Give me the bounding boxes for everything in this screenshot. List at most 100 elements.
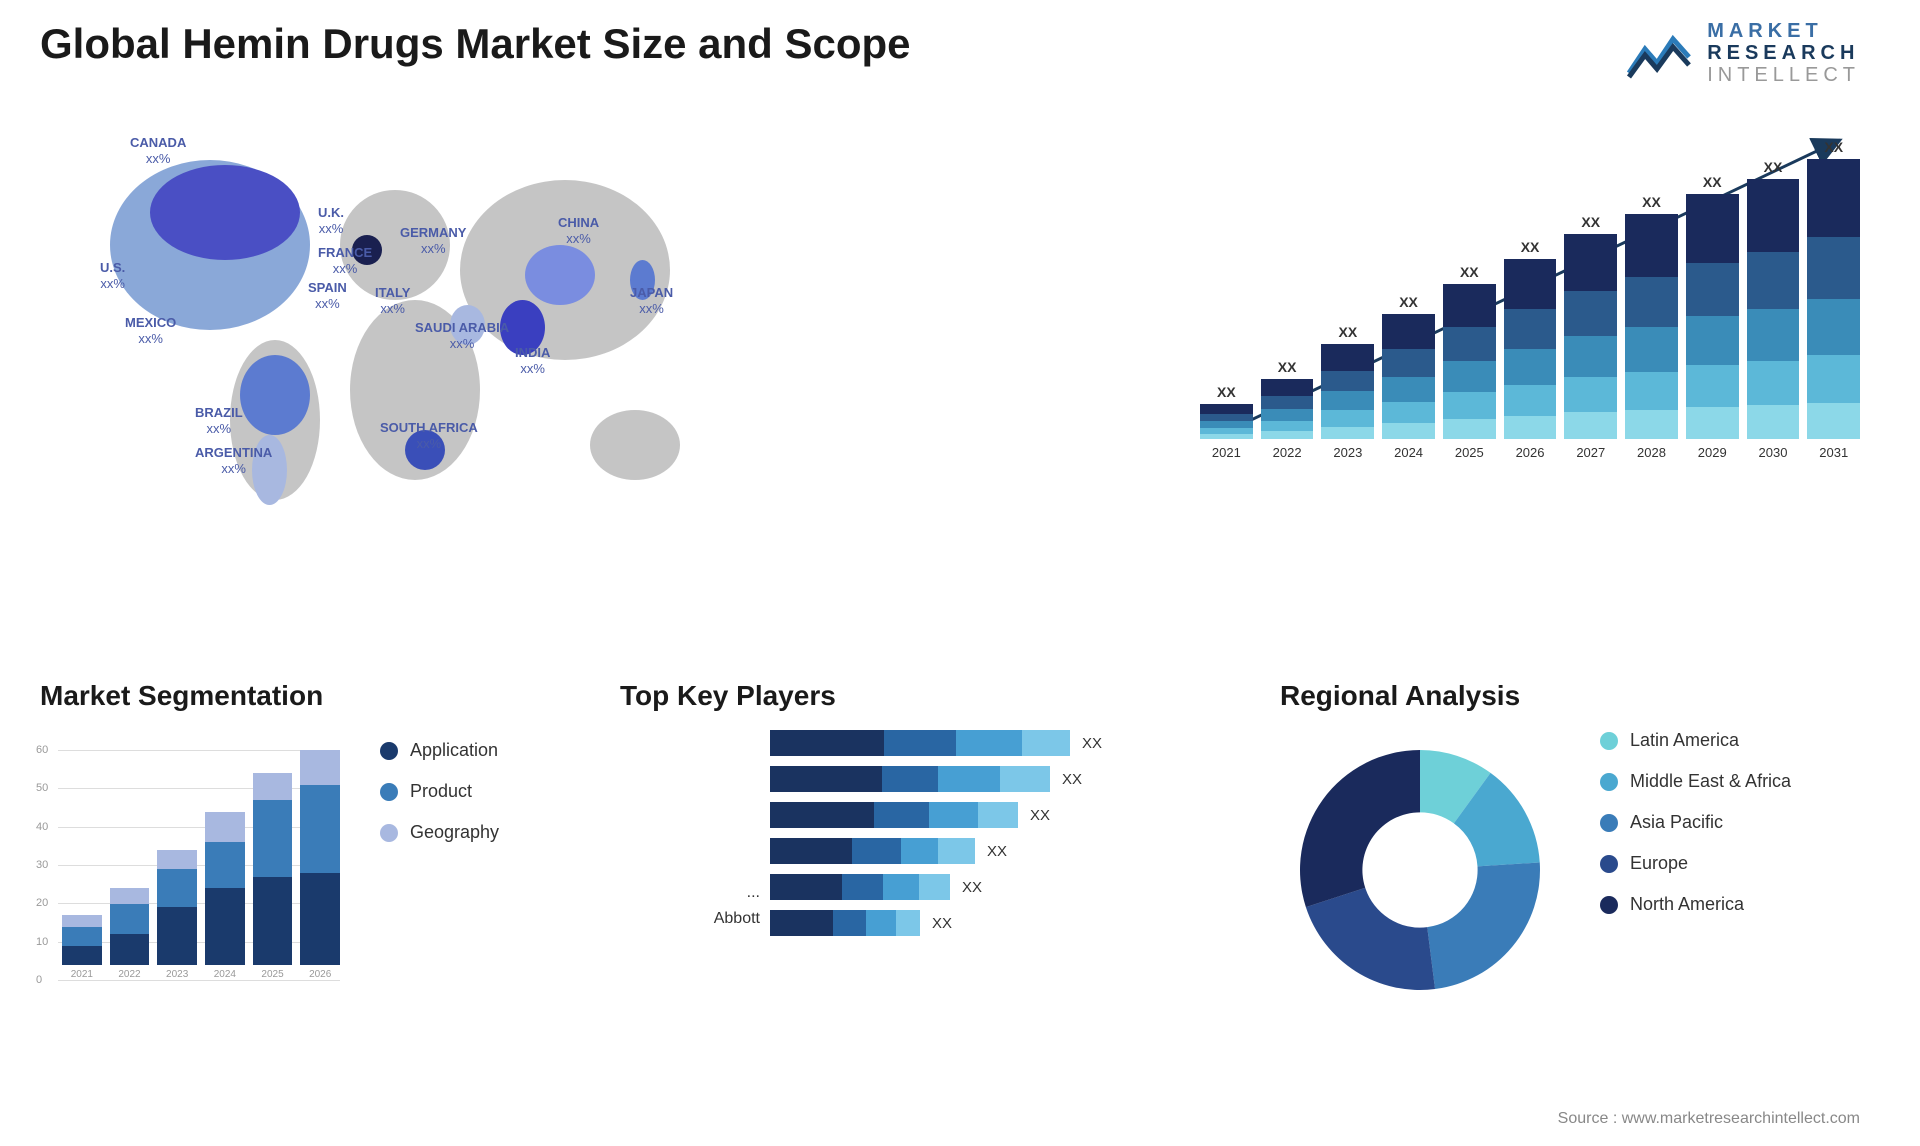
map-label: CHINAxx% bbox=[558, 215, 599, 246]
seg-bar: 2023 bbox=[157, 850, 197, 980]
growth-bar-value: XX bbox=[1642, 194, 1661, 210]
keyplayer-bar-segment bbox=[1000, 766, 1050, 792]
seg-bar: 2022 bbox=[110, 888, 150, 980]
seg-bar-segment bbox=[253, 877, 293, 965]
keyplayer-bar-segment bbox=[956, 730, 1022, 756]
growth-bar-segment bbox=[1807, 403, 1860, 439]
seg-bar-year: 2026 bbox=[309, 969, 331, 980]
seg-bar-segment bbox=[205, 812, 245, 843]
map-label: INDIAxx% bbox=[515, 345, 550, 376]
map-label: U.K.xx% bbox=[318, 205, 344, 236]
growth-bar-segment bbox=[1443, 327, 1496, 361]
growth-bar-segment bbox=[1807, 299, 1860, 355]
keyplayer-value: XX bbox=[932, 915, 952, 932]
growth-bar-segment bbox=[1625, 214, 1678, 277]
growth-bar: XX2023 bbox=[1321, 324, 1374, 460]
segmentation-legend: ApplicationProductGeography bbox=[380, 740, 499, 863]
seg-bar-stack bbox=[62, 915, 102, 965]
keyplayer-value: XX bbox=[1030, 807, 1050, 824]
seg-bar: 2025 bbox=[253, 773, 293, 980]
growth-bar-segment bbox=[1382, 349, 1435, 377]
growth-bar-segment bbox=[1382, 314, 1435, 349]
growth-bar-segment bbox=[1686, 194, 1739, 263]
growth-bar-stack bbox=[1261, 379, 1314, 439]
seg-ytick: 0 bbox=[36, 974, 42, 986]
logo-line2: RESEARCH bbox=[1707, 42, 1860, 64]
legend-label: Geography bbox=[410, 822, 499, 843]
keyplayer-bar-segment bbox=[770, 802, 874, 828]
legend-label: Middle East & Africa bbox=[1630, 771, 1791, 792]
seg-bar: 2024 bbox=[205, 812, 245, 980]
keyplayer-row: XX bbox=[770, 802, 1130, 828]
growth-bar: XX 2022 bbox=[1261, 359, 1314, 460]
keyplayer-bar-segment bbox=[929, 802, 979, 828]
seg-bar-stack bbox=[300, 750, 340, 965]
growth-bar-segment bbox=[1443, 419, 1496, 439]
keyplayer-bar bbox=[770, 766, 1050, 792]
legend-dot bbox=[1600, 814, 1618, 832]
growth-bar: XX 2028 bbox=[1625, 194, 1678, 460]
page-title: Global Hemin Drugs Market Size and Scope bbox=[40, 20, 911, 68]
growth-bar-value: XX bbox=[1278, 359, 1297, 375]
keyplayer-name: ... bbox=[620, 880, 760, 906]
seg-ytick: 20 bbox=[36, 897, 48, 909]
seg-bar-segment bbox=[205, 888, 245, 965]
growth-bar-segment bbox=[1504, 259, 1557, 309]
seg-bar-segment bbox=[205, 842, 245, 888]
growth-bar-year: 2028 bbox=[1637, 445, 1666, 460]
map-label: ARGENTINAxx% bbox=[195, 445, 272, 476]
growth-bar-year: 2022 bbox=[1273, 445, 1302, 460]
keyplayer-bar bbox=[770, 838, 975, 864]
growth-bar: XX2030 bbox=[1747, 159, 1800, 460]
keyplayer-bar-segment bbox=[938, 766, 1000, 792]
keyplayer-value: XX bbox=[1082, 735, 1102, 752]
growth-bar-segment bbox=[1686, 407, 1739, 439]
legend-dot bbox=[380, 783, 398, 801]
keyplayer-name: Abbott bbox=[620, 906, 760, 932]
seg-bar: 2021 bbox=[62, 915, 102, 980]
legend-item: Latin America bbox=[1600, 730, 1791, 751]
keyplayer-bar-segment bbox=[770, 730, 884, 756]
growth-bar-segment bbox=[1747, 405, 1800, 439]
map-label: U.S.xx% bbox=[100, 260, 125, 291]
keyplayer-bar-segment bbox=[770, 910, 833, 936]
legend-dot bbox=[1600, 732, 1618, 750]
seg-bar-year: 2022 bbox=[118, 969, 140, 980]
legend-item: Product bbox=[380, 781, 499, 802]
growth-bar-value: XX bbox=[1338, 324, 1357, 340]
map-shape bbox=[525, 245, 595, 305]
map-label: CANADAxx% bbox=[130, 135, 186, 166]
keyplayer-value: XX bbox=[987, 843, 1007, 860]
seg-ytick: 60 bbox=[36, 744, 48, 756]
keyplayer-bar bbox=[770, 910, 920, 936]
seg-bar-segment bbox=[157, 850, 197, 869]
growth-bar: XX2026 bbox=[1504, 239, 1557, 460]
seg-bar-segment bbox=[157, 907, 197, 965]
seg-ytick: 40 bbox=[36, 821, 48, 833]
growth-bar-segment bbox=[1807, 237, 1860, 299]
growth-bar-value: XX bbox=[1399, 294, 1418, 310]
growth-bar-segment bbox=[1625, 372, 1678, 410]
map-shape bbox=[590, 410, 680, 480]
regional-title: Regional Analysis bbox=[1280, 680, 1840, 712]
logo-line1: MARKET bbox=[1707, 20, 1860, 42]
growth-bar-segment bbox=[1747, 179, 1800, 252]
growth-bar: XX2031 bbox=[1807, 139, 1860, 460]
legend-dot bbox=[1600, 855, 1618, 873]
seg-bar-segment bbox=[110, 904, 150, 935]
donut-slice bbox=[1306, 888, 1435, 990]
legend-dot bbox=[380, 742, 398, 760]
growth-bar-year: 2029 bbox=[1698, 445, 1727, 460]
growth-bar-segment bbox=[1564, 412, 1617, 439]
brand-logo: MARKET RESEARCH INTELLECT bbox=[1625, 20, 1860, 86]
growth-bar-stack bbox=[1625, 214, 1678, 439]
growth-bar: XX2025 bbox=[1443, 264, 1496, 460]
seg-bar-stack bbox=[253, 773, 293, 965]
growth-bar-segment bbox=[1200, 414, 1253, 422]
growth-bar-segment bbox=[1321, 410, 1374, 426]
growth-bar-year: 2027 bbox=[1576, 445, 1605, 460]
segmentation-section: Market Segmentation 01020304050602021202… bbox=[40, 680, 600, 730]
seg-bar-segment bbox=[300, 785, 340, 873]
legend-dot bbox=[1600, 896, 1618, 914]
legend-item: Middle East & Africa bbox=[1600, 771, 1791, 792]
